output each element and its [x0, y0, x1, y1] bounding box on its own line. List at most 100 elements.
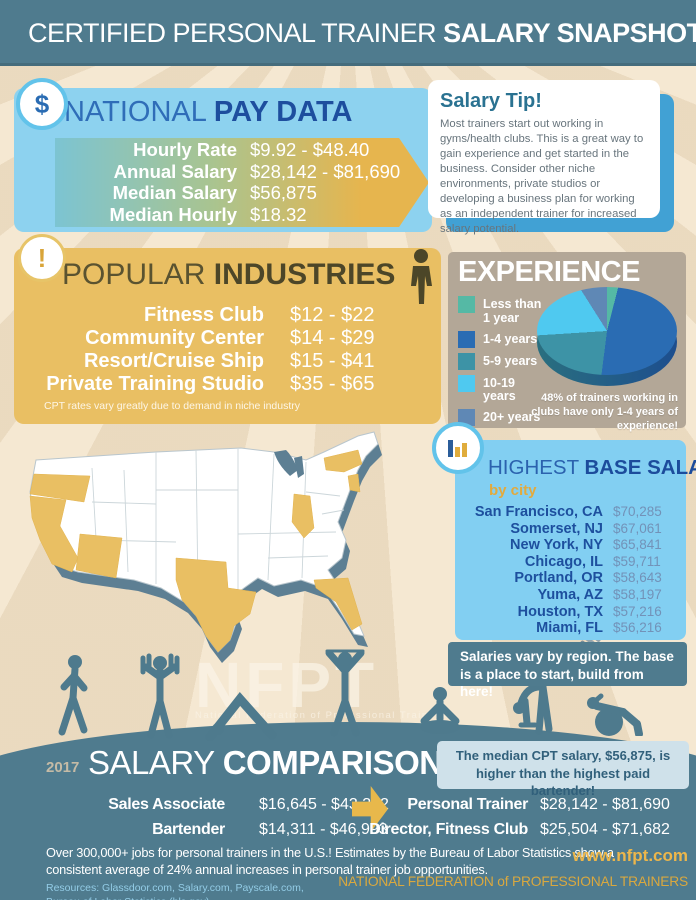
- legend-swatch: [458, 330, 475, 348]
- comparison-label-right: Personal Trainer: [300, 793, 528, 817]
- city-salary: $57,216: [613, 603, 662, 619]
- base-salary-title-bold: BASE SALARY: [584, 456, 696, 479]
- dollar-icon: $: [16, 78, 68, 130]
- legend-item: 10-19 years: [458, 374, 544, 405]
- city-salary: $58,643: [613, 570, 662, 586]
- downward-dog-silhouette: [205, 691, 277, 741]
- legend-label: 20+ years: [483, 410, 541, 424]
- experience-title: EXPERIENCE: [458, 256, 640, 288]
- industry-value: $12 - $22: [290, 304, 375, 326]
- job-label: Personal Trainer: [407, 796, 528, 813]
- pay-row-value: $56,875: [250, 182, 317, 203]
- resources-line2: Bureau of Labor Statistics (bls.gov): [46, 896, 304, 900]
- dumbbell-lifter-silhouette: [140, 653, 180, 739]
- bar-chart-icon: [432, 422, 484, 474]
- industry-label: Resort/Cruise Ship: [83, 350, 264, 372]
- city-row: New York, NY $65,841: [463, 537, 678, 554]
- legend-swatch: [458, 296, 475, 313]
- person-icon: [411, 249, 432, 304]
- page-title-bold: SALARY SNAPSHOT: [443, 18, 696, 48]
- industries-title-bold: INDUSTRIES: [213, 258, 396, 291]
- meditating-person-silhouette: [420, 687, 460, 734]
- industry-value: $15 - $41: [290, 350, 375, 372]
- city-row: Yuma, AZ $58,197: [463, 587, 678, 604]
- legend-label: 1-4 years: [483, 331, 538, 346]
- pay-row-value: $28,142 - $81,690: [250, 160, 401, 182]
- salary-tip-title: Salary Tip!: [440, 90, 542, 112]
- jobs-outlook-paragraph: Over 300,000+ jobs for personal trainers…: [46, 845, 614, 877]
- experience-caption: 48% of trainers working in clubs have on…: [531, 392, 678, 432]
- resources-note: Resources: Glassdoor.com, Salary.com, Pa…: [46, 882, 304, 900]
- experience-pie-top: [537, 287, 677, 375]
- pay-data-gradient-arrow: Hourly Rate $9.92 - $48.40 Annual Salary $…: [55, 138, 429, 227]
- city-name: Yuma, AZ: [537, 586, 603, 603]
- walking-person-silhouette: [58, 655, 88, 736]
- legend-item: 1-4 years: [458, 330, 544, 348]
- industry-label: Community Center: [85, 327, 264, 349]
- industries-title-regular: POPULAR: [62, 258, 206, 291]
- city-name: Miami, FL: [536, 620, 603, 637]
- city-row: Miami, FL $56,216: [463, 620, 678, 637]
- pay-row-label: Median Hourly: [109, 203, 237, 225]
- city-name: Houston, TX: [517, 603, 603, 620]
- experience-pie-chart: [534, 284, 680, 396]
- legend-label: Less than 1 year: [483, 297, 542, 325]
- comparison-title-bold: COMPARISON: [222, 744, 443, 781]
- city-name: Chicago, IL: [524, 553, 603, 570]
- base-salary-title-regular: HIGHEST: [488, 456, 579, 479]
- salary-tip-card: Salary Tip! Most trainers start out work…: [428, 80, 660, 235]
- base-salary-subtitle: by city: [489, 482, 537, 499]
- comparison-label-left: Sales Associate: [0, 793, 225, 817]
- city-name: Portland, OR: [514, 570, 603, 587]
- comparison-value-right: $28,142 - $81,690: [540, 793, 670, 817]
- industries-footnote: CPT rates vary greatly due to demand in …: [44, 400, 301, 412]
- pay-row: Annual Salary $28,142 - $81,690: [55, 161, 429, 183]
- legend-swatch: [458, 374, 475, 392]
- city-name: Somerset, NJ: [510, 520, 603, 537]
- pay-row: Median Hourly $18.32: [55, 204, 429, 226]
- pay-row-value: $9.92 - $48.40: [250, 139, 370, 160]
- pay-data-title: NATIONAL PAY DATA: [64, 96, 352, 129]
- median-salary-callout: The median CPT salary, $56,875, is highe…: [437, 741, 689, 798]
- highest-base-salary-section: HIGHEST BASE SALARY by city San Francisc…: [455, 440, 696, 640]
- job-value: $14,311 - $46,993: [259, 821, 388, 838]
- salary-tip-body: Most trainers start out working in gyms/…: [440, 118, 644, 236]
- bent-over-lifter-silhouette: [513, 683, 553, 735]
- industry-label: Private Training Studio: [46, 373, 264, 395]
- legend-swatch: [458, 409, 475, 426]
- city-salary: $65,841: [613, 537, 662, 553]
- base-salary-rows: San Francisco, CA $70,285 Somerset, NJ $67…: [463, 504, 678, 637]
- pay-row-value: $18.32: [250, 203, 307, 225]
- comparison-year: 2017: [46, 759, 80, 776]
- pay-data-title-bold: PAY DATA: [213, 96, 353, 128]
- pay-row-label: Annual Salary: [113, 160, 237, 182]
- base-salary-title: HIGHEST BASE SALARY: [488, 456, 696, 480]
- header-bar: CERTIFIED PERSONAL TRAINER SALARY SNAPSH…: [0, 0, 696, 66]
- pay-row: Median Salary $56,875: [55, 182, 429, 204]
- industry-label: Fitness Club: [143, 304, 264, 326]
- legend-swatch: [458, 352, 475, 370]
- page-title: CERTIFIED PERSONAL TRAINER SALARY SNAPSH…: [28, 0, 696, 66]
- industry-value: $35 - $65: [290, 373, 375, 395]
- comparison-label-right: Director, Fitness Club: [300, 818, 528, 842]
- website-link: www.nfpt.com: [572, 846, 688, 865]
- comparison-title: SALARY COMPARISON: [88, 744, 443, 782]
- comparison-label-left: Bartender: [0, 818, 225, 842]
- legend-item: Less than 1 year: [458, 296, 544, 326]
- pay-row-label: Median Salary: [112, 182, 237, 203]
- legend-item: 5-9 years: [458, 352, 544, 370]
- city-row: Somerset, NJ $67,061: [463, 521, 678, 538]
- band-stretch-silhouette: [325, 649, 365, 737]
- city-name: New York, NY: [510, 537, 603, 554]
- pay-row: Hourly Rate $9.92 - $48.40: [55, 139, 429, 161]
- pay-row-label: Hourly Rate: [133, 139, 237, 160]
- city-salary: $67,061: [613, 520, 662, 536]
- industry-row: Private Training Studio $35 - $65: [32, 373, 432, 396]
- comparison-value-right: $25,504 - $71,682: [540, 818, 670, 842]
- legend-label: 10-19 years: [483, 375, 516, 404]
- city-salary: $56,216: [613, 620, 662, 636]
- exercise-ball-silhouette: [587, 693, 643, 736]
- industry-value: $14 - $29: [290, 327, 375, 349]
